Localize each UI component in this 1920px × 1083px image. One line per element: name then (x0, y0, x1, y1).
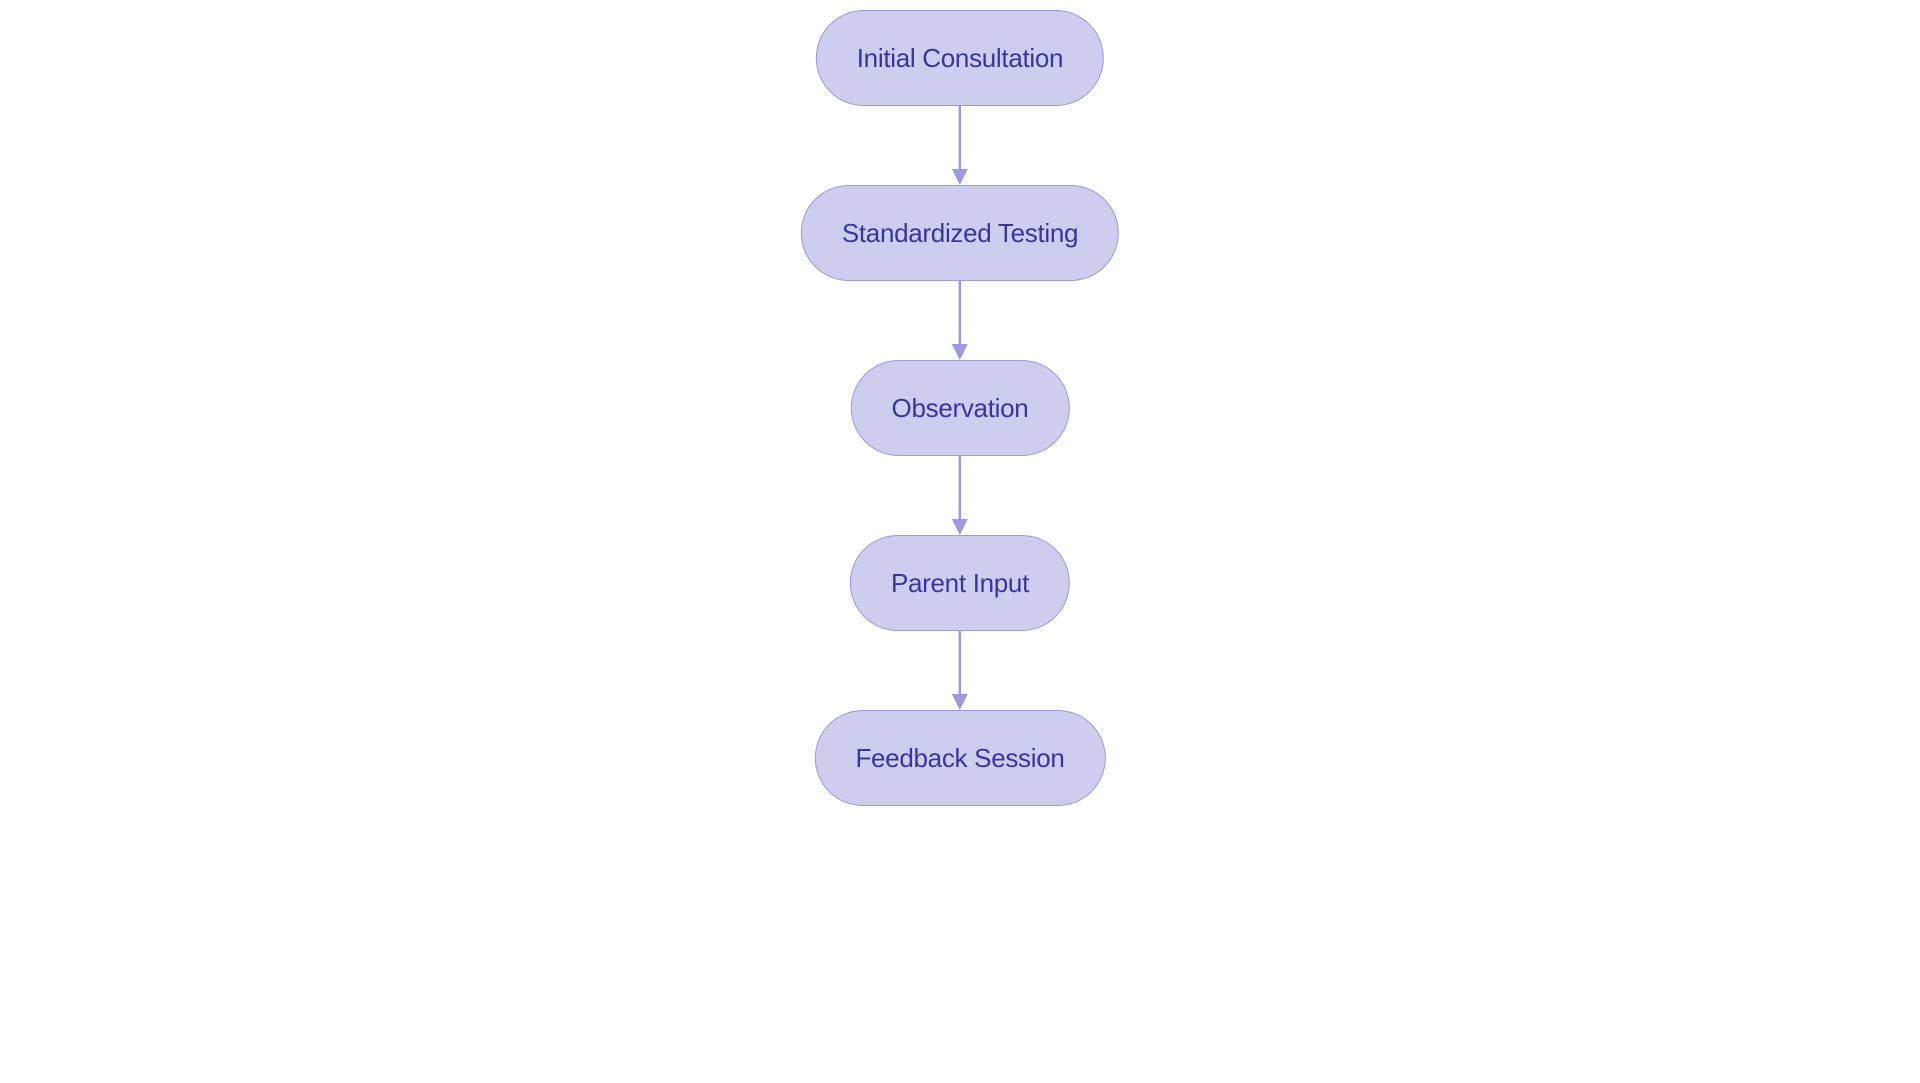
flowchart-node: Parent Input (850, 535, 1070, 631)
flowchart-node: Feedback Session (814, 710, 1105, 806)
flowchart-node: Standardized Testing (801, 185, 1119, 281)
node-label: Standardized Testing (842, 218, 1078, 249)
flowchart-arrow (949, 456, 971, 535)
node-label: Feedback Session (855, 743, 1064, 774)
flowchart-arrow (949, 631, 971, 710)
flowchart-node: Initial Consultation (816, 10, 1104, 106)
flowchart-arrow (949, 281, 971, 360)
flowchart-arrow (949, 106, 971, 185)
node-label: Initial Consultation (857, 43, 1063, 74)
flowchart-container: Initial Consultation Standardized Testin… (801, 0, 1119, 806)
node-label: Observation (892, 393, 1029, 424)
flowchart-node: Observation (851, 360, 1070, 456)
node-label: Parent Input (891, 568, 1029, 599)
